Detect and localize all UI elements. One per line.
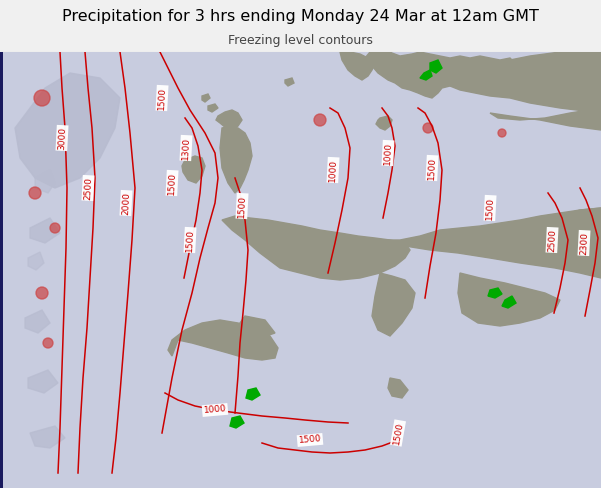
Polygon shape (208, 104, 218, 112)
Polygon shape (35, 170, 55, 193)
Text: 1500: 1500 (427, 156, 437, 180)
Polygon shape (28, 252, 44, 270)
Polygon shape (490, 208, 601, 248)
Polygon shape (28, 370, 58, 393)
Polygon shape (420, 70, 432, 80)
Polygon shape (220, 126, 252, 193)
Polygon shape (430, 60, 442, 73)
Text: 1500: 1500 (237, 194, 247, 218)
Polygon shape (182, 156, 205, 183)
Polygon shape (246, 388, 260, 400)
Circle shape (423, 123, 433, 133)
Circle shape (50, 223, 60, 233)
Text: 3000: 3000 (57, 126, 67, 150)
Polygon shape (502, 296, 516, 308)
Polygon shape (458, 273, 560, 326)
Text: Precipitation for 3 hrs ending Monday 24 Mar at 12am GMT: Precipitation for 3 hrs ending Monday 24… (62, 9, 539, 24)
Polygon shape (25, 310, 50, 333)
Text: 2300: 2300 (579, 231, 589, 255)
Text: 2500: 2500 (547, 228, 557, 252)
Text: 1000: 1000 (328, 158, 338, 182)
Text: 1000: 1000 (383, 142, 393, 165)
Circle shape (36, 287, 48, 299)
Text: 1500: 1500 (392, 421, 404, 445)
Polygon shape (388, 378, 408, 398)
Polygon shape (340, 208, 601, 278)
Text: Freezing level contours: Freezing level contours (228, 34, 373, 47)
Polygon shape (30, 426, 65, 448)
Bar (0, 52, 3, 488)
Polygon shape (488, 288, 502, 298)
Circle shape (314, 114, 326, 126)
Text: 1000: 1000 (203, 405, 227, 415)
Polygon shape (168, 320, 278, 360)
Circle shape (498, 129, 506, 137)
Polygon shape (202, 94, 210, 102)
Polygon shape (450, 52, 601, 113)
Polygon shape (15, 73, 120, 188)
Text: 1500: 1500 (485, 196, 495, 220)
Text: 1500: 1500 (157, 86, 167, 110)
Polygon shape (222, 216, 410, 280)
Text: 1500: 1500 (167, 171, 177, 195)
Text: 2000: 2000 (121, 191, 131, 215)
Circle shape (34, 90, 50, 106)
Text: 1300: 1300 (181, 136, 191, 160)
Circle shape (29, 187, 41, 199)
Polygon shape (285, 78, 294, 86)
Text: 1500: 1500 (298, 434, 322, 446)
Polygon shape (216, 110, 242, 130)
Text: 2500: 2500 (83, 176, 93, 200)
Polygon shape (340, 52, 375, 80)
Polygon shape (230, 416, 244, 428)
Polygon shape (372, 273, 415, 336)
Polygon shape (490, 108, 601, 130)
Polygon shape (30, 218, 60, 243)
Text: 1500: 1500 (185, 228, 195, 252)
Circle shape (43, 338, 53, 348)
Polygon shape (240, 316, 275, 338)
Polygon shape (376, 116, 392, 130)
Polygon shape (365, 48, 515, 98)
